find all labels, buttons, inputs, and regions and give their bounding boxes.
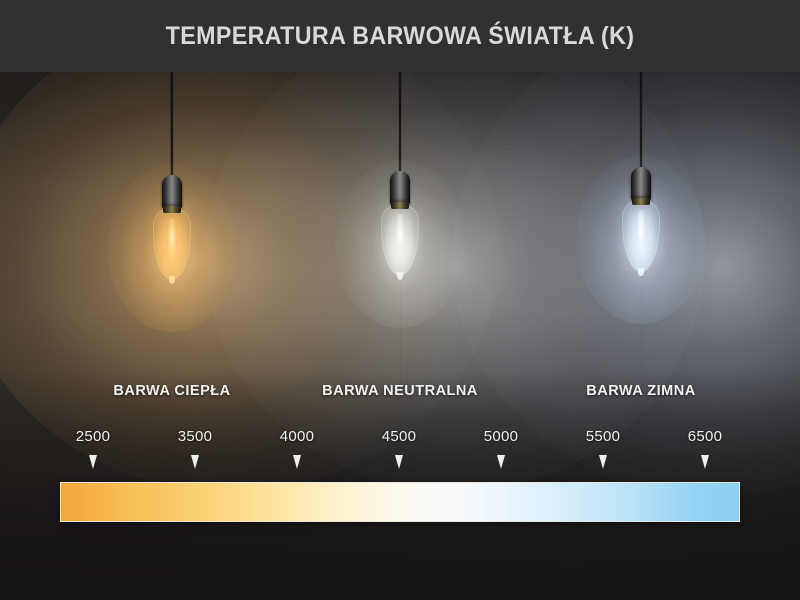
- title-band: TEMPERATURA BARWOWA ŚWIATŁA (K): [0, 0, 800, 72]
- scale-label-4000: 4000: [279, 428, 315, 445]
- scale-tick-5500: [599, 455, 607, 469]
- scale-label-5000: 5000: [483, 428, 519, 445]
- bulb-tip-warm: [169, 276, 175, 284]
- lamp-cord-warm: [171, 72, 173, 178]
- bulb-filament-warm: [168, 218, 176, 258]
- page-title: TEMPERATURA BARWOWA ŚWIATŁA (K): [165, 22, 635, 50]
- bulb-filament-cool: [637, 210, 645, 250]
- scale-tick-2500: [89, 455, 97, 469]
- scale-label-2500: 2500: [75, 428, 111, 445]
- bulb-tip-cool: [638, 268, 644, 276]
- bulb-filament-neutral: [396, 214, 404, 254]
- light-bulb-warm: [107, 164, 237, 332]
- light-bulb-neutral: [335, 160, 465, 328]
- bulb-tip-neutral: [397, 272, 403, 280]
- caption-neutral: BARWA NEUTRALNA: [322, 383, 478, 399]
- gradient-fill: [61, 483, 739, 521]
- scale-label-6500: 6500: [687, 428, 723, 445]
- lamp-cord-cool: [640, 72, 642, 170]
- light-bulb-cool: [576, 156, 706, 324]
- scale-tick-3500: [191, 455, 199, 469]
- lamp-socket-warm: [162, 175, 182, 213]
- scale-tick-5000: [497, 455, 505, 469]
- lamp-cord-neutral: [399, 72, 401, 174]
- scale-label-4500: 4500: [381, 428, 417, 445]
- scale-label-5500: 5500: [585, 428, 621, 445]
- lamp-socket-cool: [631, 167, 651, 205]
- lamp-socket-neutral: [390, 171, 410, 209]
- color-temperature-gradient-bar: [60, 482, 740, 522]
- caption-warm: BARWA CIEPŁA: [113, 383, 231, 399]
- scale-tick-4000: [293, 455, 301, 469]
- scale-label-3500: 3500: [177, 428, 213, 445]
- scale-tick-6500: [701, 455, 709, 469]
- scale-tick-4500: [395, 455, 403, 469]
- caption-cool: BARWA ZIMNA: [586, 383, 696, 399]
